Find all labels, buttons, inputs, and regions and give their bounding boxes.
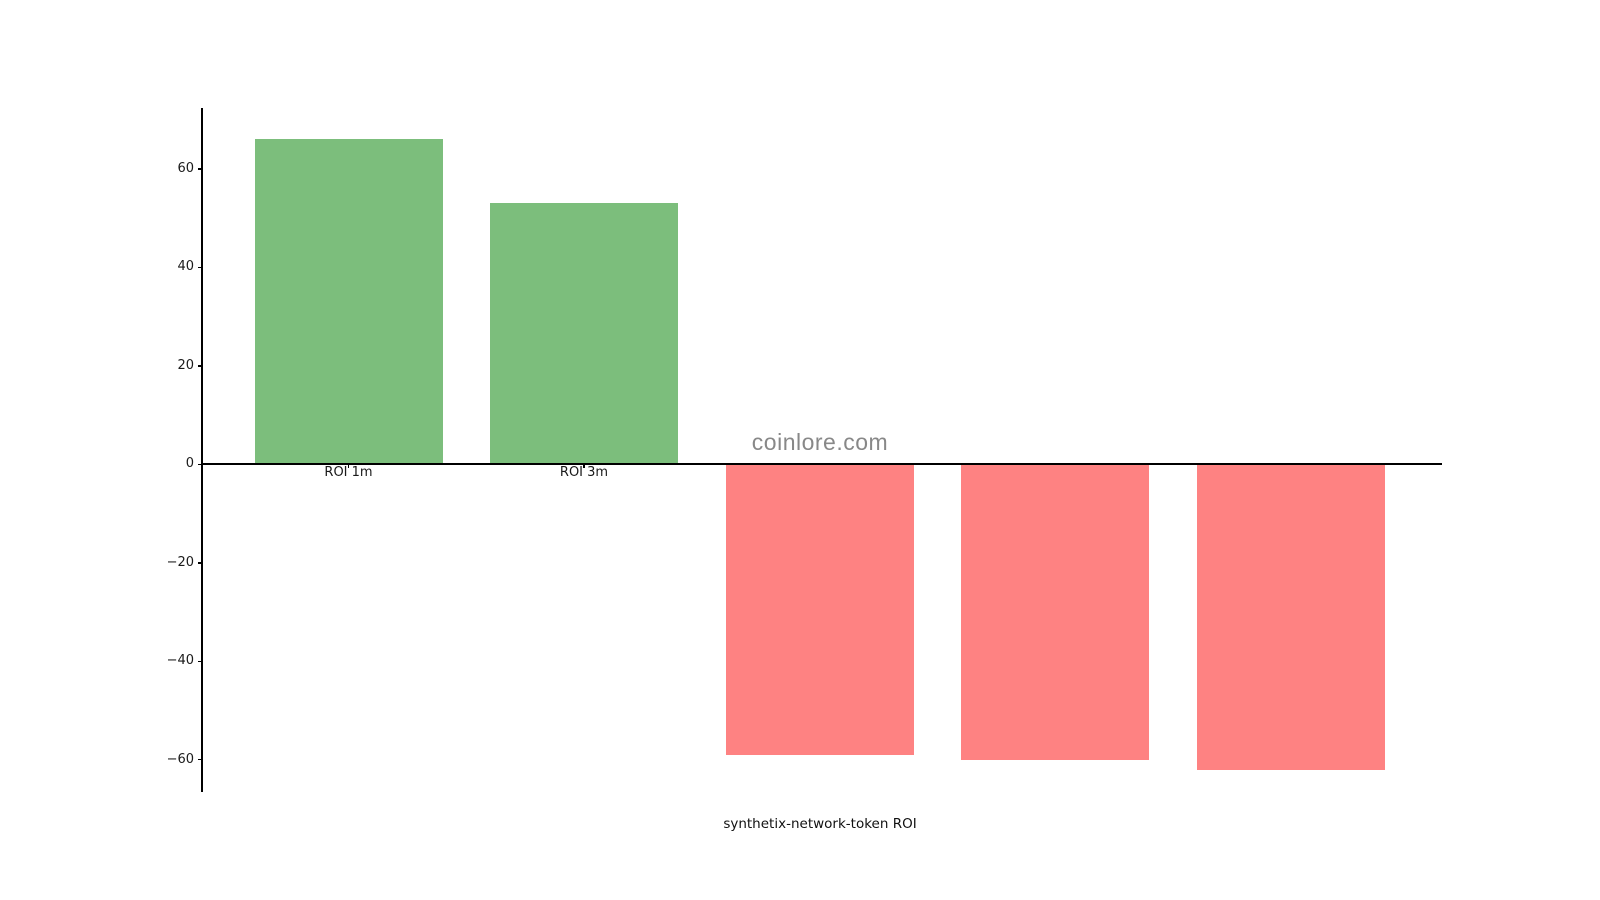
y-tick: [197, 758, 202, 761]
y-tick-label: −20: [166, 554, 194, 570]
y-tick-label: 0: [185, 456, 194, 472]
y-tick: [197, 168, 202, 170]
y-tick: [197, 660, 202, 662]
x-axis-line: [201, 463, 1442, 465]
chart-xlabel: synthetix-network-token ROI: [723, 816, 917, 832]
bar: [490, 203, 678, 465]
bar: [725, 464, 914, 755]
y-tick: [197, 266, 202, 269]
bar: [961, 464, 1149, 760]
watermark: coinlore.com: [751, 429, 889, 455]
y-tick: [197, 365, 202, 367]
x-tick: [347, 464, 350, 469]
y-tick-label: −40: [166, 653, 194, 669]
x-tick-label: ROI 1m: [324, 464, 373, 480]
y-tick: [197, 562, 202, 564]
x-tick-label: ROI 3m: [559, 464, 609, 480]
y-tick-label: 60: [177, 160, 194, 176]
x-tick: [583, 464, 585, 469]
y-tick-label: −60: [166, 751, 194, 767]
y-tick-label: 40: [177, 259, 194, 275]
bar: [1196, 464, 1385, 770]
y-tick: [197, 463, 202, 466]
y-axis-spine: [201, 108, 203, 792]
bar: [254, 139, 443, 465]
y-tick-label: 20: [177, 357, 194, 373]
